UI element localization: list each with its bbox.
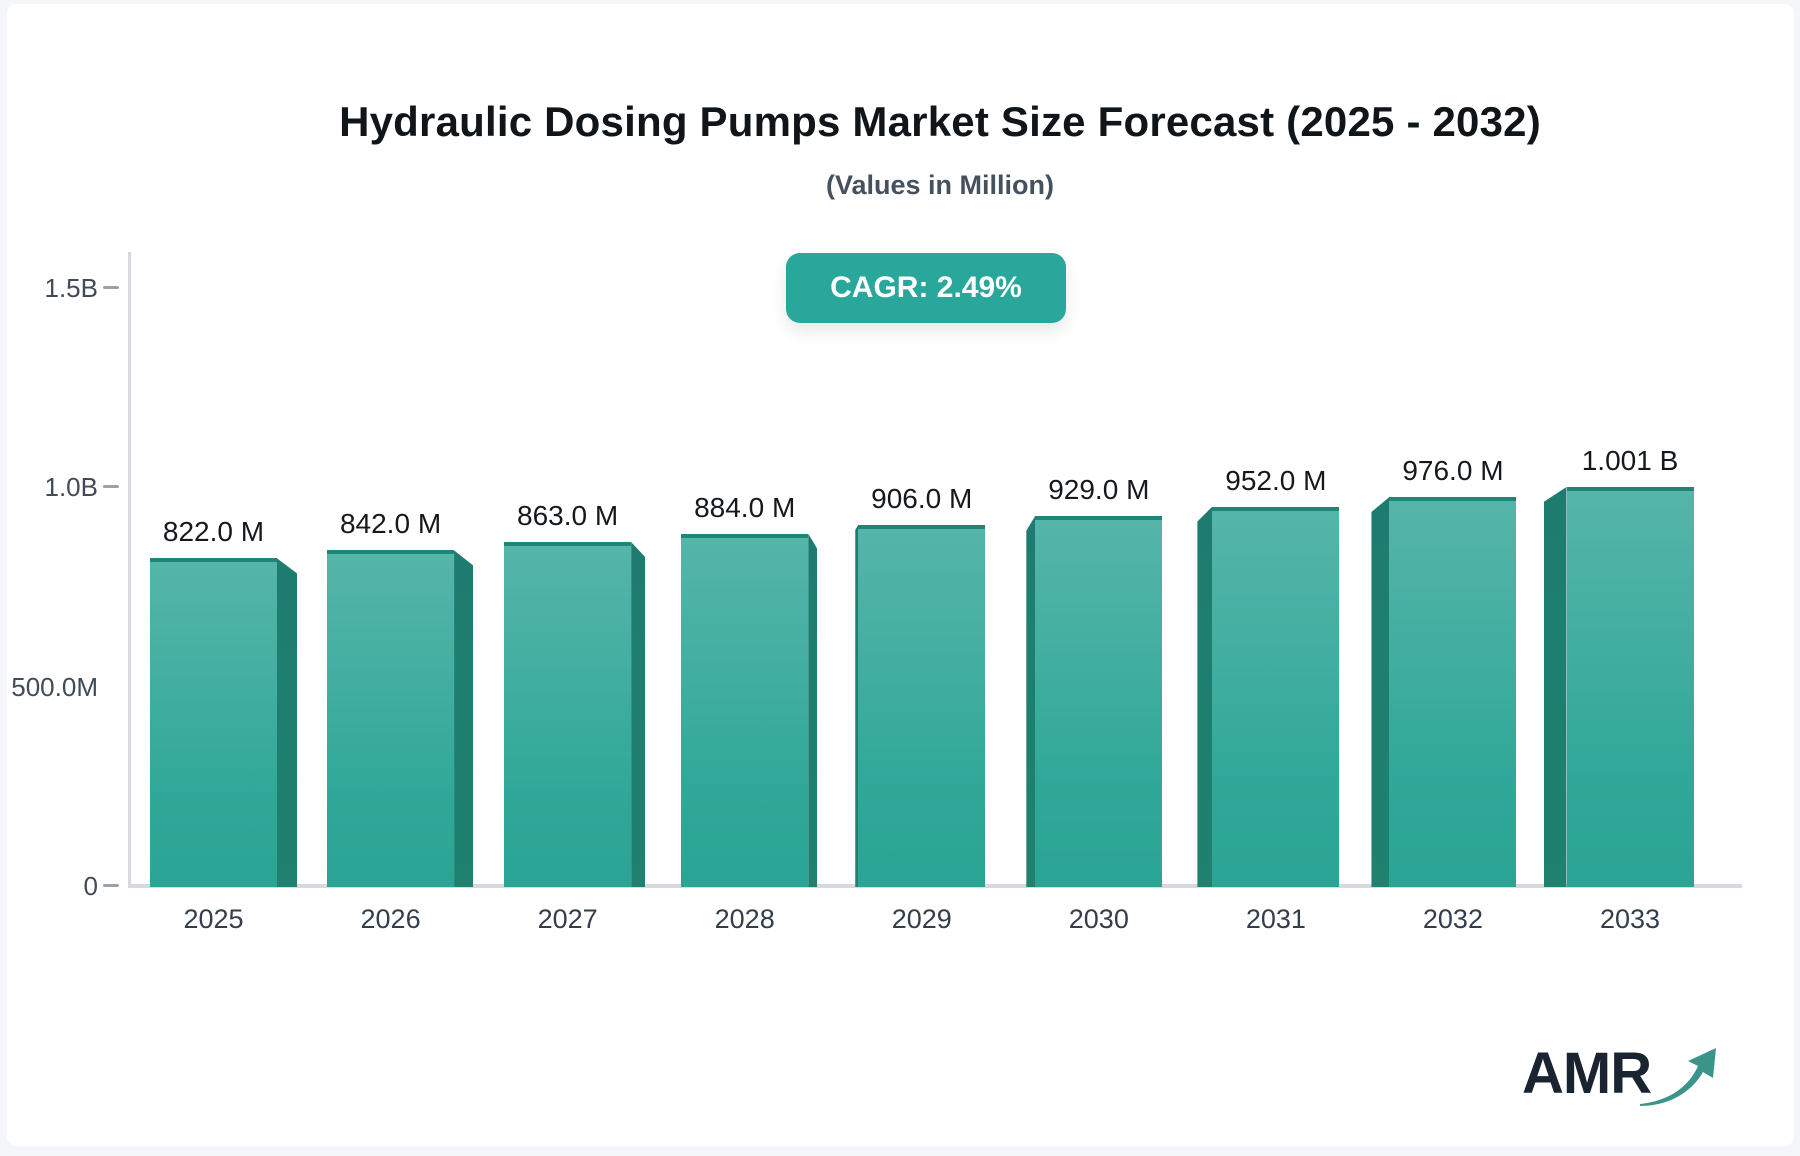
bar-value-label-2027: 863.0 M [517,500,619,531]
bar-2025 [150,558,277,887]
x-tick-label-2026: 2026 [360,904,421,934]
chart-title: Hydraulic Dosing Pumps Market Size Forec… [339,98,1541,145]
bar-2031 [1212,506,1340,887]
y-tick-dash [103,884,119,887]
bar-value-label-2030: 929.0 M [1048,473,1150,505]
x-tick-label-2030: 2030 [1068,904,1129,934]
x-tick-label-2025: 2025 [183,904,244,934]
x-tick-label-2029: 2029 [891,904,952,934]
bar-2027 [504,542,632,887]
x-tick-label-2033: 2033 [1599,904,1661,934]
bar-value-label-2032: 976.0 M [1402,454,1504,486]
x-tick-label-2027: 2027 [537,904,598,934]
bar-value-label-2025: 822.0 M [162,516,265,548]
x-tick-label-2028: 2028 [714,904,775,934]
bar-side-2027 [631,542,646,887]
bar-2030 [1035,515,1163,887]
x-tick-label-2031: 2031 [1245,904,1306,934]
bar-value-label-2028: 884.0 M [694,491,796,523]
bar-side-2026 [454,550,474,887]
bar-2032 [1389,496,1517,887]
bar-side-2030 [1026,515,1036,887]
bar-side-2029 [855,524,859,887]
bar-side-2031 [1197,506,1213,887]
y-tick-label-0: 0 [83,871,98,901]
cagr-badge: CAGR: 2.49% [786,253,1066,323]
y-tick-label-500.0M: 500.0M [11,671,98,702]
bar-value-label-2031: 952.0 M [1225,464,1327,496]
y-tick-label-1.5B: 1.5B [44,273,99,304]
amr-logo-text: AMR [1522,1041,1652,1106]
bar-value-label-2029: 906.0 M [871,482,973,514]
y-axis-line [128,252,131,888]
bar-2033 [1566,487,1694,887]
bar-side-2028 [808,533,818,887]
bar-value-label-2026: 842.0 M [339,508,442,540]
bar-side-2033 [1543,487,1567,887]
y-tick-label-1.0B: 1.0B [44,472,99,503]
y-tick-dash [103,485,119,489]
bar-2028 [681,533,809,887]
bar-2026 [327,550,455,887]
bar-value-label-2033: 1.001 B [1581,445,1679,476]
amr-logo: AMR [1522,1034,1752,1114]
growth-arrow-icon [1640,1048,1717,1106]
bar-2029 [858,524,986,887]
x-tick-label-2032: 2032 [1422,904,1483,934]
y-tick-dash [103,286,119,290]
chart-subtitle: (Values in Million) [825,170,1055,200]
bar-side-2025 [277,558,297,887]
bar-side-2032 [1371,496,1390,887]
